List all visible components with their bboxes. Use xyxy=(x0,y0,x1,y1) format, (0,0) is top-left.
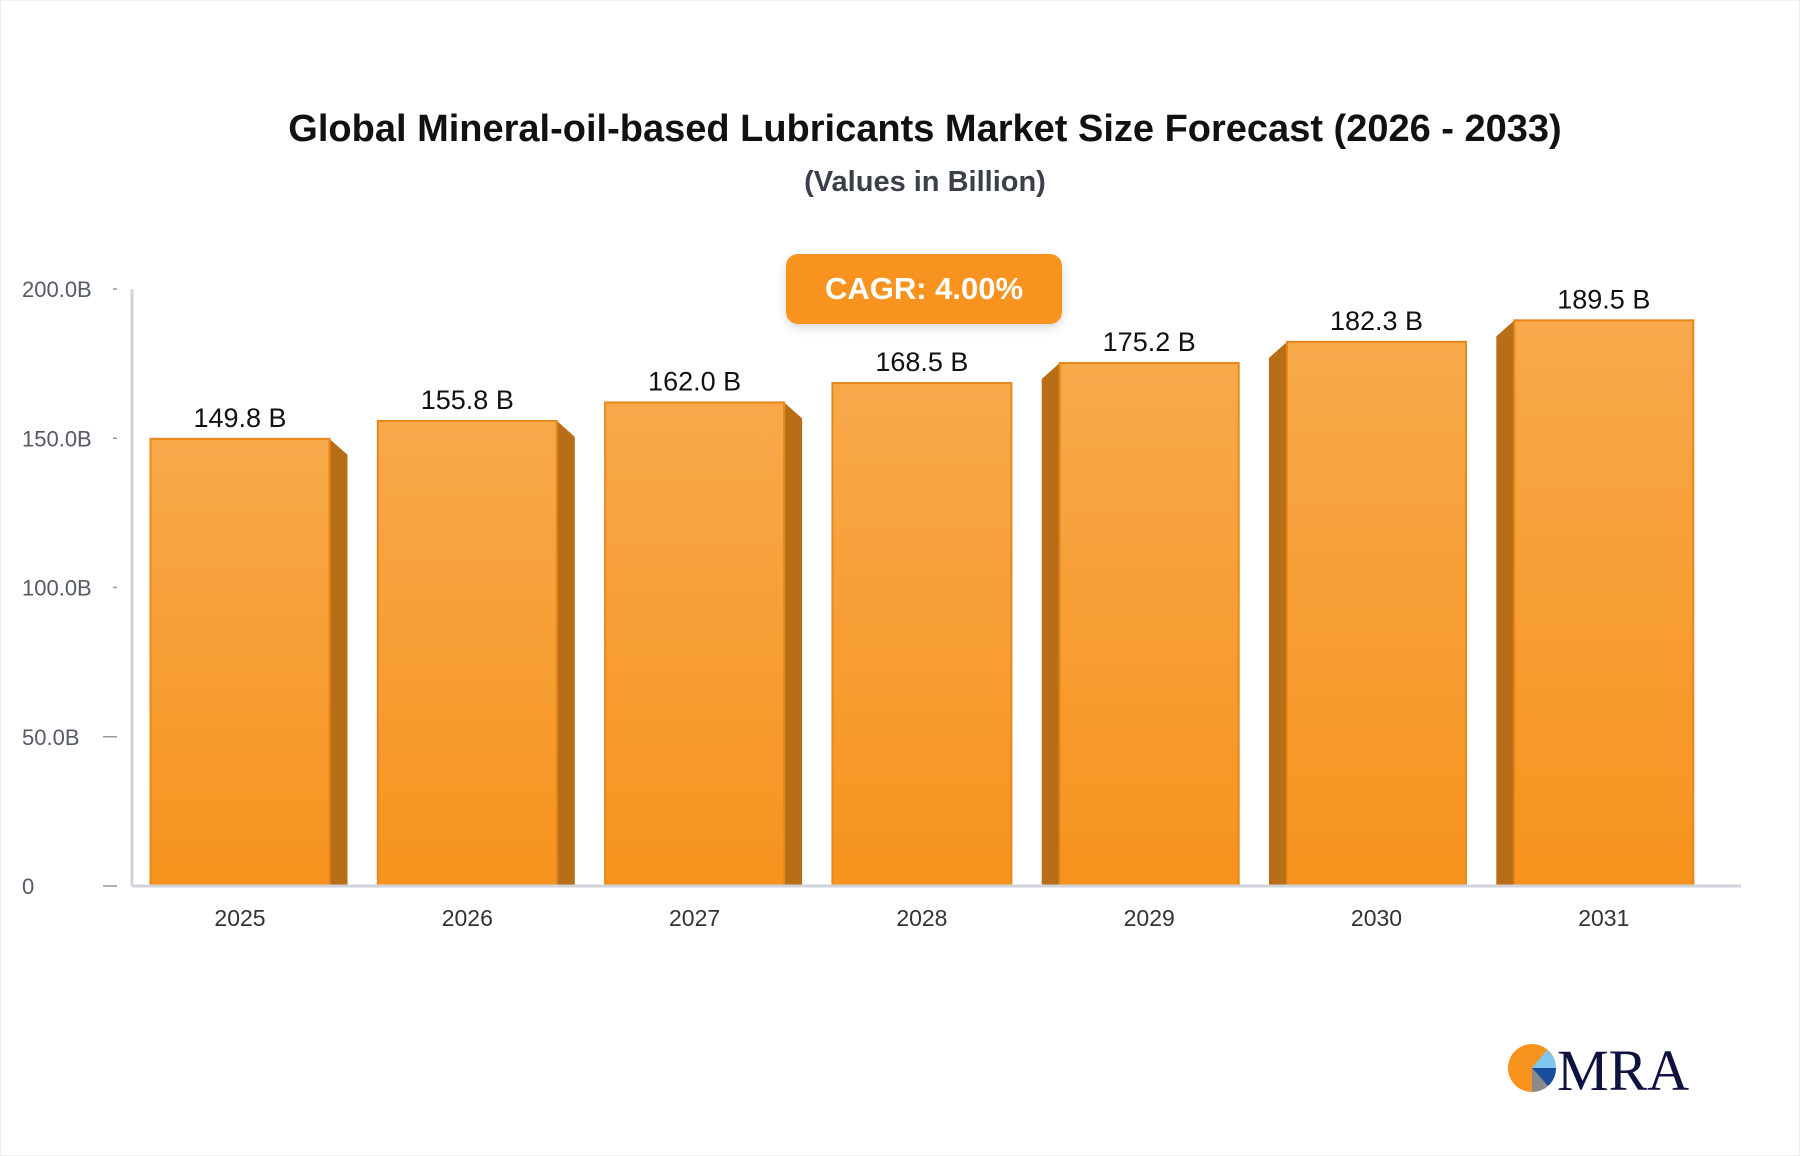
data-label: 149.8 B xyxy=(193,403,286,433)
bar-2030 xyxy=(1286,340,1467,888)
bar-2028 xyxy=(831,382,1013,887)
chart-title: Global Mineral-oil-based Lubricants Mark… xyxy=(288,108,1562,150)
y-tick-label: 200.0B xyxy=(22,277,92,302)
bar-side-face xyxy=(784,402,803,886)
bar-2029 xyxy=(1058,362,1240,887)
data-label: 189.5 B xyxy=(1557,284,1650,314)
x-tick-label: 2027 xyxy=(669,905,720,931)
chart-subtitle: (Values in Billion) xyxy=(804,166,1046,198)
data-label: 155.8 B xyxy=(421,385,514,415)
x-tick-label: 2029 xyxy=(1124,905,1175,931)
bar-2027 xyxy=(604,401,786,887)
data-label: 162.0 B xyxy=(648,366,741,396)
y-tick-label: 50.0B xyxy=(22,725,80,750)
bar-2025 xyxy=(149,437,331,887)
data-label: 182.3 B xyxy=(1330,306,1423,336)
y-tick-label: 100.0B xyxy=(22,576,92,601)
y-tick-label: 0 xyxy=(22,874,34,899)
y-tick-label: 150.0B xyxy=(22,426,92,451)
bar-2026 xyxy=(376,419,558,887)
cagr-badge: CAGR: 4.00% xyxy=(786,254,1062,324)
x-tick-label: 2026 xyxy=(442,905,493,931)
x-tick-label: 2025 xyxy=(214,905,265,931)
data-label: 175.2 B xyxy=(1103,327,1196,357)
logo-text: MRA xyxy=(1557,1040,1689,1100)
x-tick-label: 2031 xyxy=(1578,905,1629,931)
data-label: 168.5 B xyxy=(875,347,968,377)
bar-side-face xyxy=(329,438,348,886)
bar-side-face xyxy=(1269,341,1287,887)
x-tick-label: 2030 xyxy=(1351,905,1402,931)
bar-side-face xyxy=(1496,320,1515,886)
mra-logo: MRA xyxy=(1505,1038,1695,1105)
bar-side-face xyxy=(556,420,575,886)
x-tick-label: 2028 xyxy=(896,905,947,931)
bar-side-face xyxy=(1041,363,1060,886)
bar-2031 xyxy=(1513,319,1695,887)
